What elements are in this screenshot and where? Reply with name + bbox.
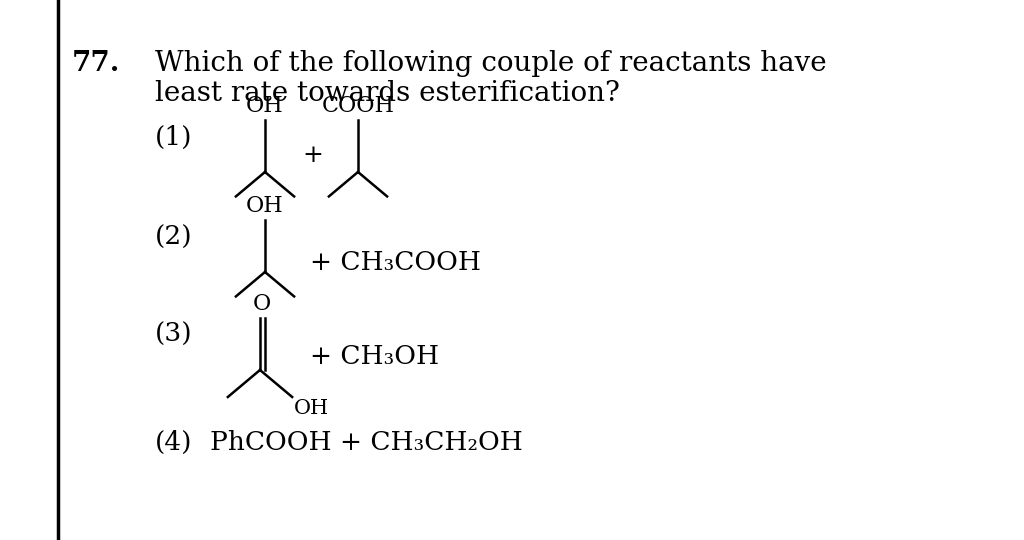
Text: COOH: COOH xyxy=(322,95,394,117)
Text: + CH₃COOH: + CH₃COOH xyxy=(310,249,481,274)
Text: Which of the following couple of reactants have: Which of the following couple of reactan… xyxy=(155,50,826,77)
Text: +: + xyxy=(302,144,324,166)
Text: 77.: 77. xyxy=(72,50,121,77)
Text: PhCOOH + CH₃CH₂OH: PhCOOH + CH₃CH₂OH xyxy=(210,430,523,455)
Text: (2): (2) xyxy=(155,225,193,250)
Text: OH: OH xyxy=(246,195,284,217)
Text: (1): (1) xyxy=(155,125,193,150)
Text: (4): (4) xyxy=(155,430,193,455)
Text: OH: OH xyxy=(294,399,330,418)
Text: least rate towards esterification?: least rate towards esterification? xyxy=(155,80,620,107)
Text: OH: OH xyxy=(246,95,284,117)
Text: O: O xyxy=(253,293,271,315)
Text: (3): (3) xyxy=(155,322,193,347)
Text: + CH₃OH: + CH₃OH xyxy=(310,345,439,369)
